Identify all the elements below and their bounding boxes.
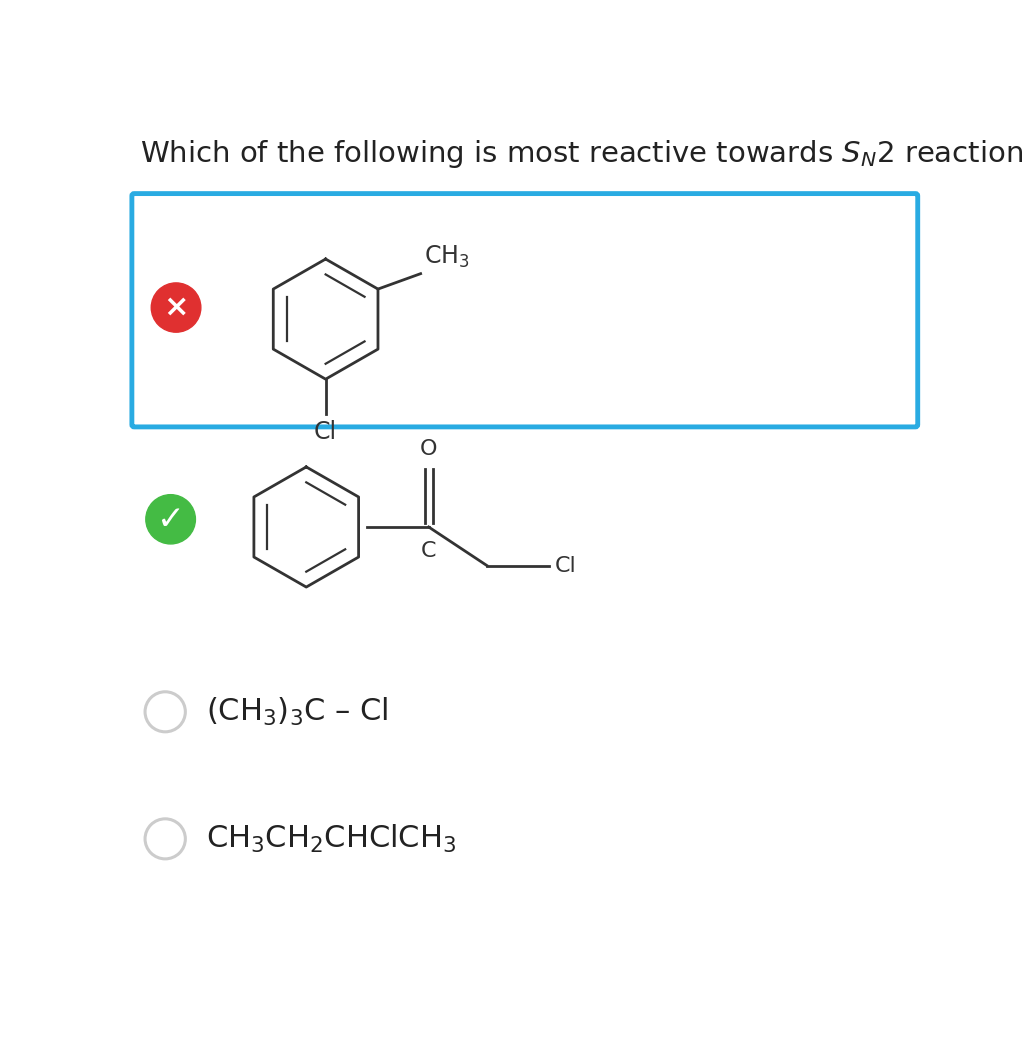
Text: CH$_3$CH$_2$CHClCH$_3$: CH$_3$CH$_2$CHClCH$_3$ bbox=[206, 823, 456, 855]
Text: O: O bbox=[420, 439, 437, 459]
Text: CH$_3$: CH$_3$ bbox=[425, 244, 470, 270]
Circle shape bbox=[152, 283, 201, 332]
Circle shape bbox=[145, 495, 196, 544]
Text: C: C bbox=[421, 541, 436, 561]
Text: Cl: Cl bbox=[314, 420, 337, 444]
FancyBboxPatch shape bbox=[132, 193, 918, 427]
Text: ✓: ✓ bbox=[157, 503, 184, 536]
Text: (CH$_3$)$_3$C – Cl: (CH$_3$)$_3$C – Cl bbox=[206, 695, 388, 728]
Text: ×: × bbox=[163, 293, 188, 322]
Text: Cl: Cl bbox=[555, 556, 577, 575]
Text: Which of the following is most reactive towards $S_N$2 reaction?: Which of the following is most reactive … bbox=[139, 138, 1024, 170]
